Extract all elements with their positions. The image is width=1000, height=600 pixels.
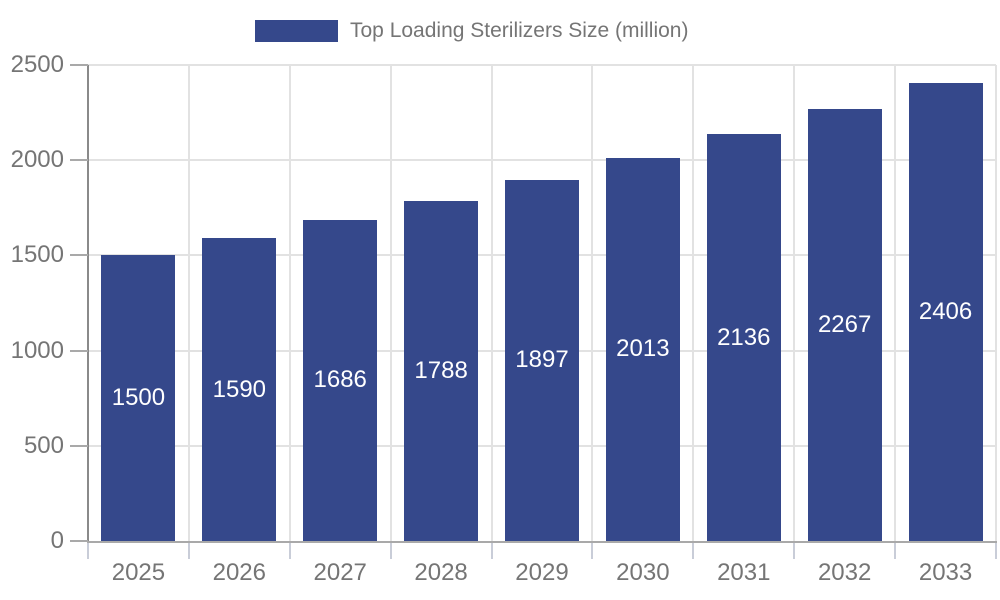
- bar: 1500: [101, 255, 176, 541]
- x-tick-label: 2033: [918, 559, 973, 586]
- y-tick: [70, 349, 88, 352]
- x-tick: [591, 543, 594, 559]
- x-tick-label: 2032: [817, 559, 872, 586]
- gridline-v: [591, 65, 594, 541]
- y-tick-label: 2000: [10, 146, 64, 174]
- bar: 2406: [908, 82, 983, 541]
- bar: 2267: [807, 109, 882, 541]
- bar: 1686: [303, 219, 378, 541]
- y-tick: [70, 64, 88, 66]
- bar-value-label: 1788: [414, 356, 468, 384]
- gridline-h: [88, 64, 996, 66]
- x-tick-label: 2025: [111, 559, 166, 586]
- bar: 1897: [505, 179, 579, 541]
- x-tick: [793, 543, 796, 559]
- bar: 1788: [404, 200, 479, 541]
- y-tick: [70, 540, 88, 542]
- x-tick-label: 2031: [717, 559, 771, 586]
- bar-value-label: 1590: [212, 375, 267, 403]
- x-tick: [288, 543, 291, 559]
- x-tick-label: 2026: [212, 559, 266, 586]
- y-tick-label: 500: [23, 431, 64, 459]
- y-tick: [70, 159, 88, 162]
- gridline-v: [995, 65, 997, 541]
- x-tick: [389, 543, 392, 559]
- bar-value-label: 2267: [817, 311, 872, 339]
- gridline-v: [389, 65, 392, 541]
- gridline-v: [288, 65, 291, 541]
- bar-value-label: 2406: [918, 297, 973, 325]
- x-tick-label: 2029: [515, 559, 569, 586]
- x-tick-label: 2027: [313, 559, 367, 586]
- x-tick: [187, 543, 190, 559]
- x-tick-label: 2030: [616, 559, 670, 586]
- bar: 2136: [706, 134, 781, 541]
- bar-value-label: 1897: [515, 346, 569, 374]
- gridline-v: [692, 65, 695, 541]
- x-tick: [490, 543, 493, 559]
- y-tick-label: 2500: [10, 51, 64, 78]
- bar-value-label: 1500: [111, 384, 166, 412]
- legend: Top Loading Sterilizers Size (million): [255, 19, 688, 43]
- gridline-v: [490, 65, 493, 541]
- gridline-v: [894, 65, 897, 541]
- bar-value-label: 2136: [717, 323, 771, 351]
- bar-value-label: 1686: [313, 366, 367, 394]
- y-tick-label: 1500: [10, 241, 64, 269]
- legend-swatch: [255, 20, 338, 42]
- y-tick: [70, 444, 88, 447]
- y-tick-label: 1000: [10, 336, 64, 364]
- x-tick: [692, 543, 695, 559]
- y-axis-line: [87, 65, 89, 543]
- bar-value-label: 2013: [616, 335, 670, 363]
- legend-label: Top Loading Sterilizers Size (million): [350, 19, 689, 42]
- bar: 1590: [202, 238, 277, 541]
- y-tick: [70, 254, 88, 257]
- x-tick: [995, 543, 997, 559]
- y-tick-label: 0: [50, 527, 64, 554]
- gridline-h: [88, 159, 996, 162]
- x-axis-line: [87, 541, 997, 543]
- bar: 2013: [605, 157, 680, 541]
- gridline-v: [793, 65, 796, 541]
- x-tick-label: 2028: [414, 559, 468, 586]
- x-tick: [87, 543, 89, 559]
- x-tick: [894, 543, 897, 559]
- gridline-v: [187, 65, 190, 541]
